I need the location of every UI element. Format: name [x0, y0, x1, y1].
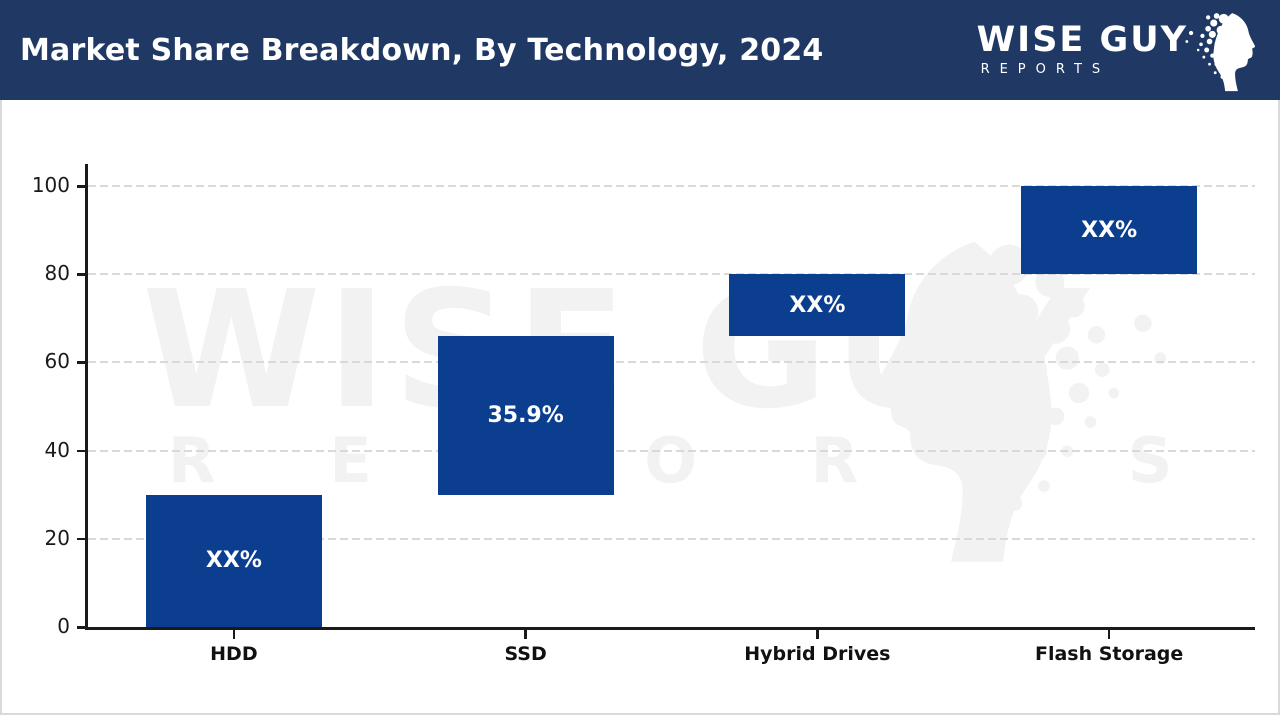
x-tick-label: HDD [210, 643, 258, 665]
x-tick-label: Hybrid Drives [744, 643, 891, 665]
bar-ssd: 35.9% [437, 336, 614, 495]
bar-value-label: XX% [205, 548, 262, 574]
y-tick-label: 80 [44, 261, 70, 286]
x-tick-label: SSD [504, 643, 547, 665]
gridline [88, 185, 1255, 187]
y-tick-mark [77, 537, 85, 541]
gridline [88, 537, 1255, 540]
dotted-head-icon [1185, 13, 1256, 92]
bar-hdd: XX% [145, 494, 322, 627]
y-tick-mark [77, 185, 85, 188]
bar-value-label: XX% [789, 292, 846, 318]
x-tick-mark [232, 630, 236, 639]
left-border [0, 100, 2, 714]
bar-value-label: XX% [1081, 217, 1138, 243]
brand-subtitle: REPORTS [980, 62, 1111, 77]
y-tick-mark [77, 361, 85, 364]
chart-area: WISE GUY R E P O R T S 0 20 40 60 80 100 XX% HD… [0, 100, 1280, 720]
y-tick-mark [77, 626, 85, 629]
y-tick-label: 100 [31, 173, 70, 197]
gridline [88, 273, 1255, 276]
brand-logo-text: WISE GUY REPORTS [976, 20, 1188, 78]
brand-name: WISE GUY [976, 20, 1188, 60]
brand-logo: WISE GUY REPORTS [977, 5, 1262, 95]
bar-value-label: 35.9% [487, 403, 564, 429]
y-tick-label: 60 [44, 349, 70, 374]
y-tick-mark [77, 273, 85, 276]
gridline [88, 449, 1255, 452]
x-tick-mark [1107, 630, 1111, 639]
x-tick-mark [816, 630, 819, 639]
right-border [1278, 100, 1280, 714]
bar-flash-storage: XX% [1021, 186, 1198, 275]
x-tick-label: Flash Storage [1034, 643, 1184, 665]
x-tick-mark [524, 630, 527, 639]
x-axis-line [85, 627, 1255, 630]
plot: 0 20 40 60 80 100 XX% HDD 35.9% SSD XX% Hybrid Driv… [0, 100, 1280, 720]
gridline [88, 361, 1255, 364]
bar-hybrid-drives: XX% [729, 274, 906, 337]
y-tick-label: 0 [57, 614, 70, 638]
header-bar: Market Share Breakdown, By Technology, 2… [0, 0, 1280, 100]
y-axis-line [85, 163, 88, 630]
y-tick-label: 20 [44, 525, 70, 550]
y-tick-mark [77, 449, 85, 453]
chart-title: Market Share Breakdown, By Technology, 2… [20, 32, 824, 68]
bottom-divider [0, 713, 1280, 715]
y-tick-label: 40 [44, 437, 70, 462]
